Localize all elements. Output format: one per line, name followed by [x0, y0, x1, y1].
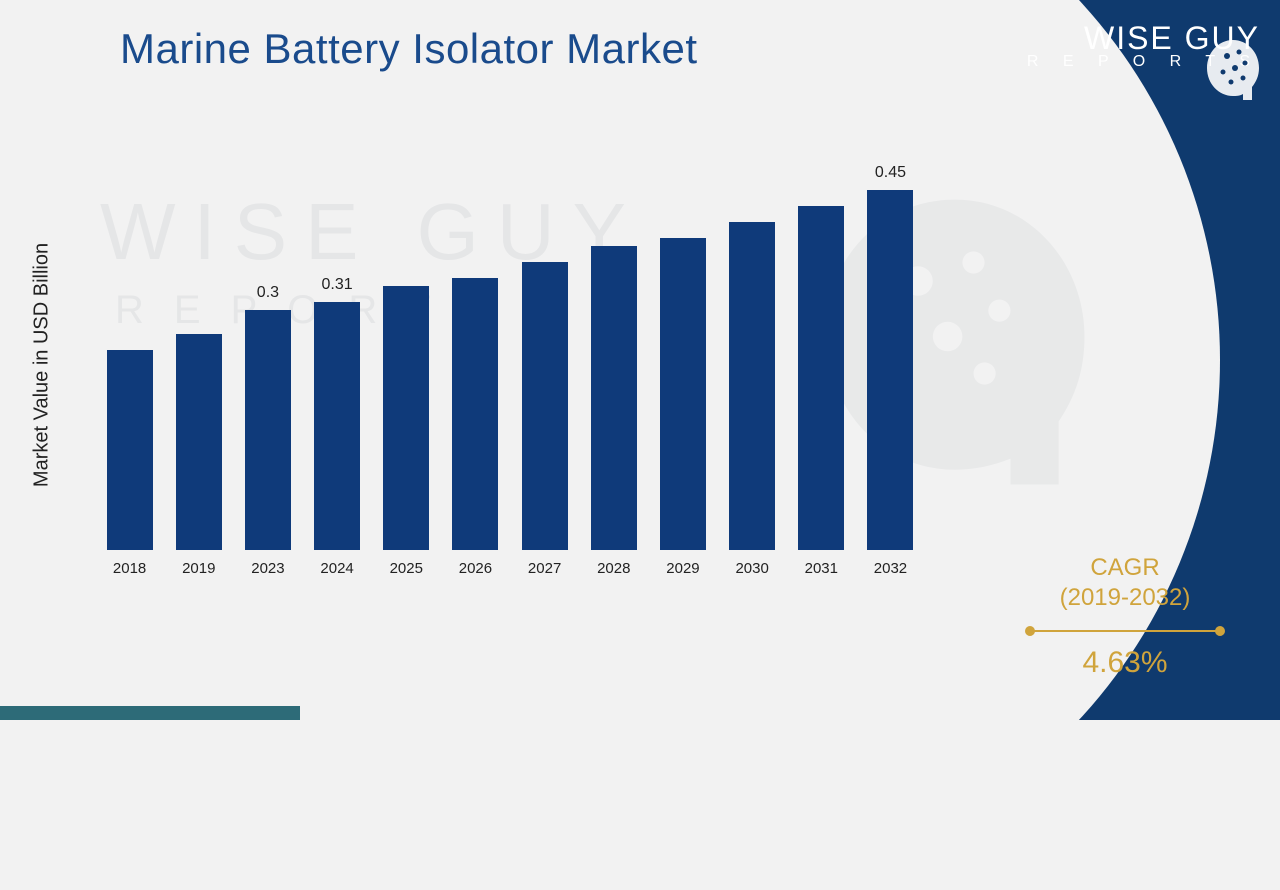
bar-wrap: 0.3 — [233, 150, 302, 550]
bar — [591, 246, 637, 550]
plot-area: 0.3 0.31 0.45 — [90, 150, 930, 550]
x-tick-label: 2028 — [579, 554, 648, 580]
bar-wrap — [372, 150, 441, 550]
cagr-label: CAGR — [990, 554, 1260, 582]
bar — [176, 334, 222, 550]
x-tick-label: 2031 — [787, 554, 856, 580]
bottom-accent-bar — [0, 706, 300, 720]
x-axis-labels: 2018201920232024202520262027202820292030… — [90, 554, 930, 580]
x-tick-label: 2023 — [233, 554, 302, 580]
bar-wrap — [787, 150, 856, 550]
bar-wrap — [579, 150, 648, 550]
bar-wrap — [510, 150, 579, 550]
brand-logo: WISE GUY R E P O R T S — [1027, 20, 1260, 71]
bar-wrap — [648, 150, 717, 550]
logo-head-icon — [1205, 38, 1265, 108]
cagr-period: (2019-2032) — [990, 584, 1260, 612]
bar — [383, 286, 429, 550]
bar — [452, 278, 498, 550]
bar — [314, 302, 360, 550]
x-tick-label: 2030 — [718, 554, 787, 580]
bar — [660, 238, 706, 550]
bar-value-label: 0.3 — [257, 284, 279, 304]
x-tick-label: 2018 — [95, 554, 164, 580]
bar-wrap — [718, 150, 787, 550]
x-tick-label: 2025 — [372, 554, 441, 580]
bar — [245, 310, 291, 550]
x-tick-label: 2019 — [164, 554, 233, 580]
x-tick-label: 2024 — [303, 554, 372, 580]
cagr-divider — [1030, 630, 1220, 632]
bar-wrap — [441, 150, 510, 550]
bar-wrap: 0.45 — [856, 150, 925, 550]
bar — [867, 190, 913, 550]
chart-title: Marine Battery Isolator Market — [120, 25, 698, 73]
x-tick-label: 2029 — [648, 554, 717, 580]
bar-wrap — [95, 150, 164, 550]
y-axis-label: Market Value in USD Billion — [31, 243, 54, 487]
bar-wrap: 0.31 — [303, 150, 372, 550]
bar — [522, 262, 568, 550]
bar — [798, 206, 844, 550]
cagr-value: 4.63% — [990, 646, 1260, 680]
bar-value-label: 0.45 — [875, 164, 906, 184]
bar-value-label: 0.31 — [322, 276, 353, 296]
cagr-block: CAGR (2019-2032) 4.63% — [990, 554, 1260, 680]
x-tick-label: 2026 — [441, 554, 510, 580]
bar-chart: Market Value in USD Billion 0.30.310.45 … — [50, 150, 930, 580]
bar — [729, 222, 775, 550]
bar-wrap — [164, 150, 233, 550]
bar — [107, 350, 153, 550]
x-tick-label: 2027 — [510, 554, 579, 580]
x-tick-label: 2032 — [856, 554, 925, 580]
